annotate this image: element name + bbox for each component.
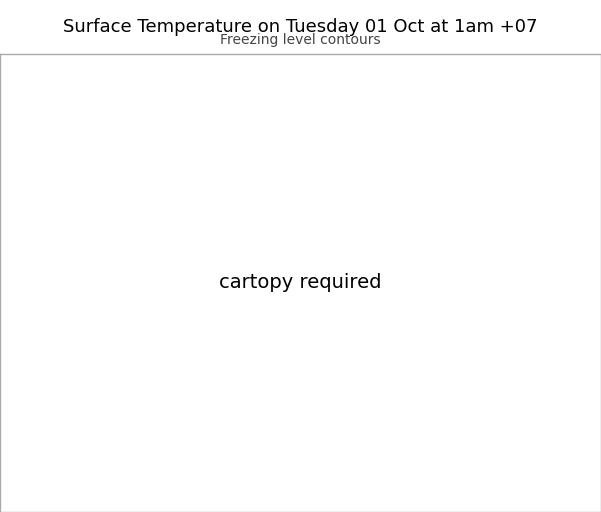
Text: Surface Temperature on Tuesday 01 Oct at 1am +07: Surface Temperature on Tuesday 01 Oct at… <box>63 18 538 36</box>
Text: Freezing level contours: Freezing level contours <box>220 33 381 47</box>
Text: cartopy required: cartopy required <box>219 273 382 292</box>
